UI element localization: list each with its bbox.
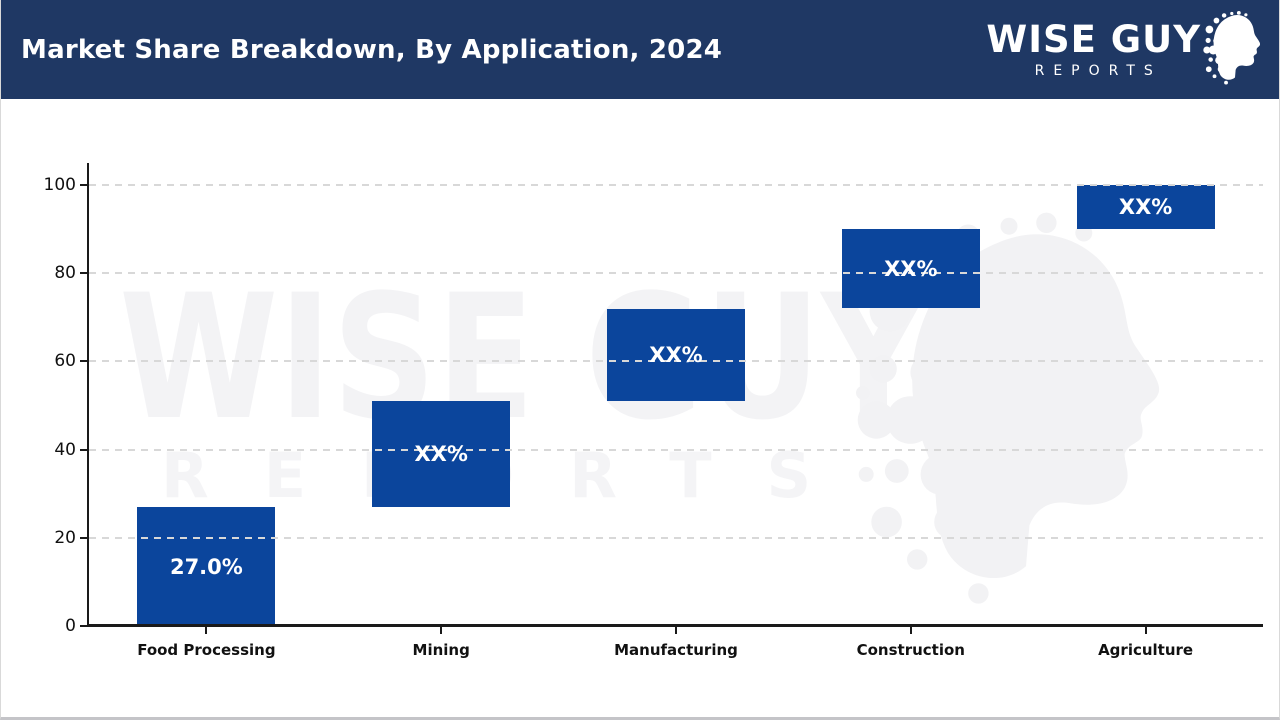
page-title: Market Share Breakdown, By Application, … bbox=[21, 34, 723, 65]
x-tick-mark bbox=[205, 627, 208, 634]
header-bar: Market Share Breakdown, By Application, … bbox=[1, 0, 1279, 99]
bar-value-label: 27.0% bbox=[169, 554, 243, 579]
y-axis-line bbox=[87, 163, 89, 626]
bar-value-label: XX% bbox=[414, 442, 468, 466]
y-tick-mark bbox=[80, 536, 88, 539]
bar-value-label: XX% bbox=[649, 342, 703, 367]
y-tick-label: 100 bbox=[43, 175, 76, 195]
y-tick-label: 20 bbox=[54, 527, 76, 548]
y-tick-label: 40 bbox=[54, 439, 76, 460]
bar-agriculture bbox=[1076, 185, 1215, 230]
wise-guy-reports-logo: WISE GUY REPORTS bbox=[986, 10, 1267, 90]
y-tick-mark bbox=[80, 184, 88, 186]
y-tick-label: 80 bbox=[54, 263, 76, 284]
logo-wordmark: WISE GUY bbox=[986, 18, 1201, 61]
y-tick-mark bbox=[80, 448, 88, 451]
y-gridline bbox=[89, 536, 1263, 539]
y-gridline bbox=[89, 184, 1263, 186]
x-axis-line bbox=[87, 624, 1263, 627]
y-tick-mark bbox=[80, 360, 88, 363]
x-tick-label: Food Processing bbox=[137, 641, 276, 659]
x-tick-mark bbox=[675, 627, 677, 634]
x-tick-mark bbox=[1144, 627, 1147, 634]
x-tick-label: Mining bbox=[412, 641, 470, 659]
bar-value-label: XX% bbox=[1118, 195, 1173, 220]
logo-head-icon bbox=[1203, 10, 1261, 85]
x-tick-mark bbox=[909, 627, 912, 634]
x-tick-label: Agriculture bbox=[1098, 641, 1194, 659]
y-gridline bbox=[89, 448, 1263, 451]
logo-subtitle: REPORTS bbox=[1034, 63, 1162, 79]
bar-construction bbox=[841, 229, 980, 309]
x-tick-label: Manufacturing bbox=[614, 641, 738, 659]
y-tick-label: 60 bbox=[54, 351, 76, 372]
y-gridline bbox=[89, 272, 1263, 275]
x-tick-mark bbox=[440, 627, 443, 634]
bar-value-label: XX% bbox=[884, 256, 938, 281]
bar-manufacturing bbox=[607, 308, 745, 402]
x-tick-label: Construction bbox=[856, 641, 965, 659]
y-tick-label: 0 bbox=[65, 616, 76, 636]
watermark-text-wiseguy: WISE GUY bbox=[119, 257, 926, 458]
bar-mining bbox=[372, 401, 511, 507]
y-tick-mark bbox=[80, 625, 88, 627]
y-gridline bbox=[89, 360, 1263, 363]
logo-text: WISE GUY REPORTS bbox=[986, 21, 1201, 78]
bar-food-processing bbox=[137, 506, 276, 626]
y-tick-mark bbox=[80, 272, 88, 275]
